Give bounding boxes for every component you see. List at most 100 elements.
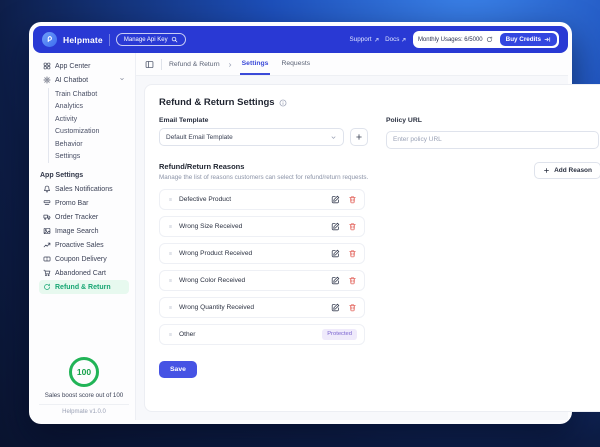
sidebar-item-icon <box>43 242 51 248</box>
sidebar-item-ai-chatbot[interactable]: AI Chatbot <box>39 73 129 87</box>
sidebar-item-icon <box>43 185 51 193</box>
chatbot-submenu-item[interactable]: Activity <box>55 113 129 126</box>
drag-handle-icon[interactable] <box>167 298 174 316</box>
chatbot-submenu-item[interactable]: Settings <box>55 151 129 164</box>
reasons-subtitle: Manage the list of reasons customers can… <box>159 173 369 181</box>
reason-row: Wrong Size Received Protected <box>159 215 365 237</box>
app-window: Helpmate Manage Api Key Support Docs Mon… <box>29 22 600 424</box>
add-template-button[interactable] <box>350 128 368 146</box>
trash-icon[interactable] <box>348 276 357 285</box>
submenu-item-label: Behavior <box>55 140 83 148</box>
drag-handle-icon[interactable] <box>167 325 174 343</box>
header-divider <box>108 33 110 46</box>
content-area: Refund & Return Settings Email Template … <box>136 76 600 420</box>
chatbot-submenu-item[interactable]: Customization <box>55 126 129 139</box>
tab-bar: Settings Requests <box>239 53 313 75</box>
submenu-item-label: Customization <box>55 128 100 136</box>
topbar-divider <box>161 58 162 70</box>
sidebar-item[interactable]: Abandoned Cart <box>39 266 129 280</box>
monthly-usage: Monthly Usages: 6/5000 <box>415 36 496 43</box>
sidebar-item[interactable]: Coupon Delivery <box>39 252 129 266</box>
add-reason-label: Add Reason <box>554 166 592 174</box>
edit-icon[interactable] <box>331 276 340 285</box>
policy-url-input[interactable] <box>386 130 599 149</box>
chevron-right-icon <box>227 55 233 73</box>
sidebar-item[interactable]: Refund & Return <box>39 280 129 294</box>
app-grid-icon <box>43 62 51 70</box>
submenu-item-label: Settings <box>55 153 81 161</box>
chatbot-submenu: Train Chatbot Analytics Activity Customi… <box>48 88 129 163</box>
docs-link[interactable]: Docs <box>385 36 407 43</box>
drag-handle-icon[interactable] <box>167 271 174 289</box>
submenu-item-label: Activity <box>55 115 78 123</box>
email-template-value: Default Email Template <box>166 133 233 141</box>
helpmate-logo-icon <box>42 32 57 47</box>
trash-icon[interactable] <box>348 249 357 258</box>
manage-api-key-button[interactable]: Manage Api Key <box>115 33 186 46</box>
plus-icon <box>544 167 549 173</box>
drag-handle-icon[interactable] <box>167 244 174 262</box>
edit-icon[interactable] <box>331 303 340 312</box>
reason-row: Other Protected <box>159 323 365 345</box>
buy-credits-button[interactable]: Buy Credits <box>499 33 557 46</box>
support-link[interactable]: Support <box>350 36 380 43</box>
sidebar-item-icon <box>43 269 51 277</box>
policy-url-label: Policy URL <box>386 117 422 124</box>
arrow-right-icon <box>544 37 551 42</box>
trash-icon[interactable] <box>348 195 357 204</box>
reasons-title: Refund/Return Reasons <box>159 161 245 171</box>
main-area: Refund & Return Settings Requests <box>136 53 600 420</box>
email-template-label: Email Template <box>159 117 209 124</box>
gear-icon <box>43 76 51 84</box>
sidebar-item-label: Proactive Sales <box>55 241 104 249</box>
sidebar-item-icon <box>43 200 51 205</box>
page-title: Refund & Return Settings <box>159 97 275 108</box>
sidebar-item[interactable]: Promo Bar <box>39 196 129 210</box>
tab-label: Requests <box>281 59 311 67</box>
score-value: 100 <box>76 367 92 377</box>
drag-handle-icon[interactable] <box>167 217 174 235</box>
reason-label: Defective Product <box>179 195 232 203</box>
edit-icon[interactable] <box>331 195 340 204</box>
trash-icon[interactable] <box>348 222 357 231</box>
sidebar-item[interactable]: Proactive Sales <box>39 238 129 252</box>
reason-label: Wrong Quantity Received <box>179 303 255 311</box>
sidebar-item[interactable]: Sales Notifications <box>39 182 129 196</box>
sidebar-item-label: Sales Notifications <box>55 185 113 193</box>
save-button[interactable]: Save <box>159 360 197 378</box>
chatbot-submenu-item[interactable]: Behavior <box>55 138 129 151</box>
chatbot-submenu-item[interactable]: Train Chatbot <box>55 88 129 101</box>
brand-name: Helpmate <box>63 34 103 45</box>
tab[interactable]: Requests <box>279 53 312 75</box>
reason-row: Wrong Quantity Received Protected <box>159 296 365 318</box>
reason-list: Defective Product Protected <box>159 188 365 345</box>
trash-icon[interactable] <box>348 303 357 312</box>
tab[interactable]: Settings <box>239 53 271 75</box>
search-icon <box>171 36 177 43</box>
settings-card: Refund & Return Settings Email Template … <box>144 84 600 412</box>
policy-url-field: Policy URL <box>386 117 600 149</box>
email-template-select[interactable]: Default Email Template <box>159 128 344 146</box>
sidebar-item-icon <box>43 256 51 262</box>
sidebar-toggle-icon[interactable] <box>145 60 154 69</box>
monthly-usage-label: Monthly Usages: 6/5000 <box>417 36 483 43</box>
refresh-icon[interactable] <box>486 36 493 43</box>
sidebar-item[interactable]: Order Tracker <box>39 210 129 224</box>
reason-label: Wrong Product Received <box>179 249 253 257</box>
info-icon[interactable] <box>279 99 287 107</box>
chatbot-submenu-item[interactable]: Analytics <box>55 101 129 114</box>
external-link-icon <box>374 37 379 42</box>
sidebar-item-app-center[interactable]: App Center <box>39 59 129 73</box>
add-reason-button[interactable]: Add Reason <box>534 161 600 179</box>
edit-icon[interactable] <box>331 249 340 258</box>
app-version: Helpmate v1.0.0 <box>39 404 129 415</box>
buy-credits-label: Buy Credits <box>505 36 541 43</box>
drag-handle-icon[interactable] <box>167 190 174 208</box>
reason-label: Other <box>179 330 196 338</box>
edit-icon[interactable] <box>331 222 340 231</box>
sidebar-item-label: Abandoned Cart <box>55 269 106 277</box>
topbar: Refund & Return Settings Requests <box>136 53 568 76</box>
sales-boost-score-widget: 100 Sales boost score out of 100 Helpmat… <box>39 357 129 415</box>
sidebar-item[interactable]: Image Search <box>39 224 129 238</box>
